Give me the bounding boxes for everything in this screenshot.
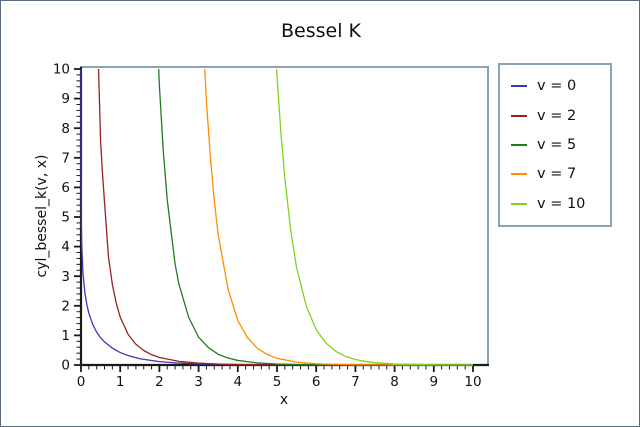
y-tick-label: 4 [61, 239, 70, 255]
y-tick-label: 10 [53, 62, 70, 78]
legend-item: v = 2 [500, 108, 610, 124]
series-line-2 [158, 68, 474, 366]
x-tick-label: 10 [464, 374, 481, 390]
x-tick-label: 3 [194, 374, 203, 390]
y-tick-label: 9 [61, 91, 70, 107]
plot-window-border [80, 66, 489, 366]
legend-label: v = 2 [537, 107, 577, 124]
legend-label: v = 10 [537, 195, 586, 212]
x-tick-label: 4 [234, 374, 243, 390]
y-tick-label: 7 [61, 150, 70, 166]
x-tick-label: 0 [77, 374, 86, 390]
x-tick-label: 8 [390, 374, 399, 390]
legend-item: v = 0 [500, 78, 610, 94]
legend-line-swatch [511, 143, 527, 146]
y-tick-label: 1 [61, 328, 70, 344]
legend-line-swatch [511, 202, 527, 205]
x-tick-label: 2 [155, 374, 164, 390]
series-line-3 [204, 68, 474, 366]
y-tick-label: 5 [61, 210, 70, 226]
legend: v = 0 v = 2 v = 5 v = 7 v = 10 [498, 63, 612, 227]
y-tick-label: 8 [61, 121, 70, 137]
y-tick-label: 2 [61, 298, 70, 314]
x-tick-label: 1 [116, 374, 125, 390]
x-tick-label: 5 [273, 374, 282, 390]
x-tick-label: 7 [351, 374, 360, 390]
legend-label: v = 5 [537, 136, 577, 153]
legend-item: v = 7 [500, 166, 610, 182]
legend-item: v = 10 [500, 196, 610, 212]
chart-title: Bessel K [281, 20, 361, 42]
legend-label: v = 7 [537, 166, 577, 183]
y-tick-label: 6 [61, 180, 70, 196]
y-tick-label: 3 [61, 269, 70, 285]
series-line-1 [97, 68, 474, 366]
x-tick-label: 6 [312, 374, 321, 390]
legend-line-swatch [511, 173, 527, 176]
x-tick-label: 9 [430, 374, 439, 390]
series-line-0 [80, 68, 473, 366]
legend-item: v = 5 [500, 137, 610, 153]
x-axis-title: x [279, 392, 289, 408]
legend-line-swatch [511, 85, 527, 88]
series-line-4 [275, 68, 474, 366]
y-tick-label: 0 [61, 358, 70, 374]
legend-label: v = 0 [537, 78, 577, 95]
legend-line-swatch [511, 114, 527, 117]
